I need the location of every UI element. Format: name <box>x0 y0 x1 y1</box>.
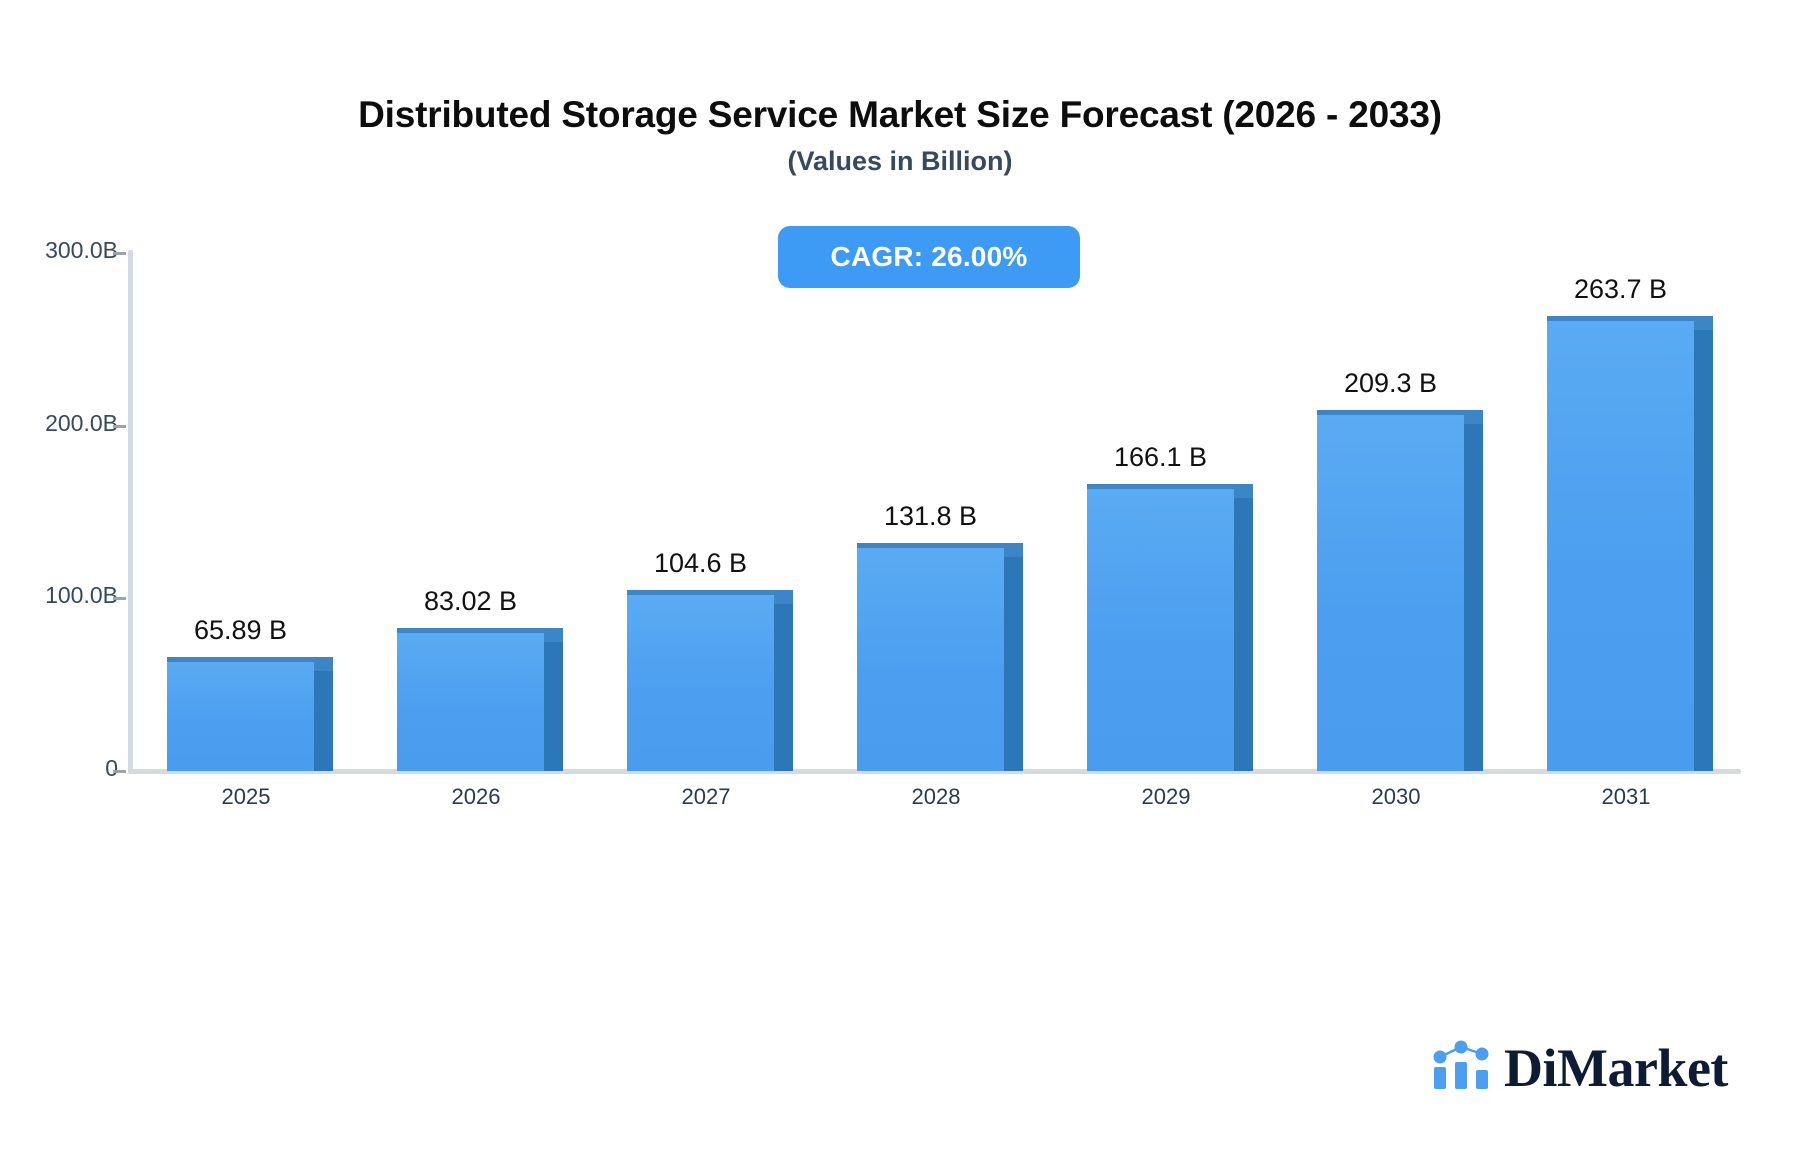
cagr-badge-label: CAGR: 26.00% <box>830 241 1028 272</box>
bar-front-face <box>1087 484 1234 771</box>
y-axis-tick-mark <box>113 424 126 428</box>
bar-top-bevel <box>1004 543 1023 558</box>
chart-subtitle: (Values in Billion) <box>787 146 1013 176</box>
y-axis-tick-mark <box>113 252 126 255</box>
dimarket-logo: DiMarket <box>1432 1040 1728 1095</box>
logo-text: DiMarket <box>1504 1037 1728 1098</box>
chart-title: Distributed Storage Service Market Size … <box>358 94 1442 135</box>
bar-front-face <box>167 657 314 771</box>
bar <box>627 590 793 771</box>
bar-value-label: 65.89 B <box>193 615 288 646</box>
bar-value-label: 263.7 B <box>1573 273 1668 304</box>
bar-side-face <box>1694 327 1713 771</box>
bar-top-bevel <box>774 590 793 605</box>
bar-value-label: 83.02 B <box>423 585 518 616</box>
bar-side-face <box>314 669 333 771</box>
bar-top-bevel <box>1694 315 1713 330</box>
x-axis-tick-label: 2025 <box>221 784 271 809</box>
bar-side-face <box>544 639 563 771</box>
bar-top-bevel <box>314 657 333 672</box>
bar-value-label: 166.1 B <box>1113 442 1208 473</box>
bar-value-label: 104.6 B <box>653 548 748 579</box>
bar <box>1547 315 1713 771</box>
bar-front-face <box>1317 409 1464 771</box>
cagr-badge: CAGR: 26.00% <box>778 226 1080 288</box>
x-axis-tick-label: 2028 <box>911 784 961 809</box>
bar-top-bevel <box>1464 409 1483 424</box>
x-axis-line <box>131 769 1741 774</box>
bar-value-label: 209.3 B <box>1343 367 1438 398</box>
bar-side-face <box>1464 421 1483 771</box>
bar-front-face <box>397 627 544 771</box>
y-axis-tick-label: 100.0B <box>45 582 118 609</box>
x-axis-tick-label: 2030 <box>1371 784 1421 809</box>
bar-front-face <box>627 590 774 771</box>
x-axis-tick-label: 2031 <box>1601 784 1651 809</box>
y-axis-tick-mark <box>113 597 126 601</box>
bar <box>857 543 1023 771</box>
y-axis-line <box>128 250 133 774</box>
bar-chart-icon <box>1432 1040 1490 1095</box>
x-axis-tick-label: 2026 <box>451 784 501 809</box>
bar <box>1317 409 1483 771</box>
bar-top-bevel <box>544 627 563 642</box>
y-axis-tick-mark <box>113 770 126 773</box>
bar-side-face <box>1004 555 1023 771</box>
bar-front-face <box>1547 315 1694 771</box>
y-axis-tick-label: 0 <box>105 755 118 781</box>
x-axis-tick-label: 2027 <box>681 784 731 809</box>
y-axis-tick-label: 200.0B <box>45 409 118 436</box>
x-axis-tick-label: 2029 <box>1141 784 1191 809</box>
bar-side-face <box>774 602 793 771</box>
bar-front-face <box>857 543 1004 771</box>
bar-value-label: 131.8 B <box>883 501 978 532</box>
bar-side-face <box>1234 496 1253 771</box>
bar-top-bevel <box>1234 484 1253 499</box>
bar <box>167 657 333 771</box>
bar <box>397 627 563 771</box>
y-axis-tick-label: 300.0B <box>45 237 118 263</box>
bar <box>1087 484 1253 771</box>
